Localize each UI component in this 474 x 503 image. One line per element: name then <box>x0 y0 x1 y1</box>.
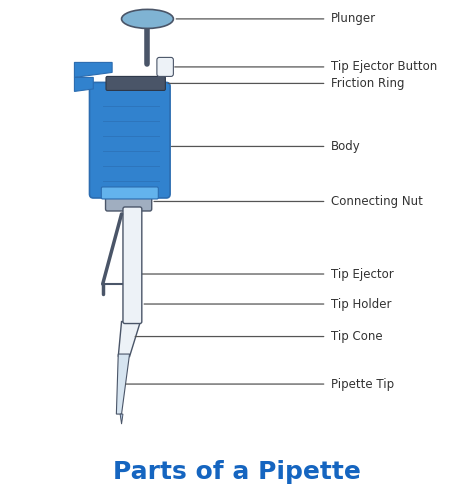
Text: Friction Ring: Friction Ring <box>331 77 405 90</box>
Polygon shape <box>74 77 93 92</box>
Text: Parts of a Pipette: Parts of a Pipette <box>113 460 361 483</box>
FancyBboxPatch shape <box>90 82 170 198</box>
FancyBboxPatch shape <box>101 187 158 199</box>
FancyBboxPatch shape <box>157 57 173 76</box>
Text: Body: Body <box>331 140 361 153</box>
Text: Tip Ejector Button: Tip Ejector Button <box>331 60 438 73</box>
FancyBboxPatch shape <box>123 207 142 323</box>
Text: Tip Ejector: Tip Ejector <box>331 268 394 281</box>
FancyBboxPatch shape <box>106 190 152 211</box>
Text: Connecting Nut: Connecting Nut <box>331 195 423 208</box>
Text: Plunger: Plunger <box>331 13 376 25</box>
Polygon shape <box>118 321 140 357</box>
Text: Tip Holder: Tip Holder <box>331 297 392 310</box>
Ellipse shape <box>121 10 173 28</box>
Polygon shape <box>117 354 129 414</box>
Polygon shape <box>120 414 123 424</box>
Polygon shape <box>74 62 112 77</box>
FancyBboxPatch shape <box>106 76 165 91</box>
Text: Pipette Tip: Pipette Tip <box>331 378 394 390</box>
Text: Tip Cone: Tip Cone <box>331 330 383 343</box>
